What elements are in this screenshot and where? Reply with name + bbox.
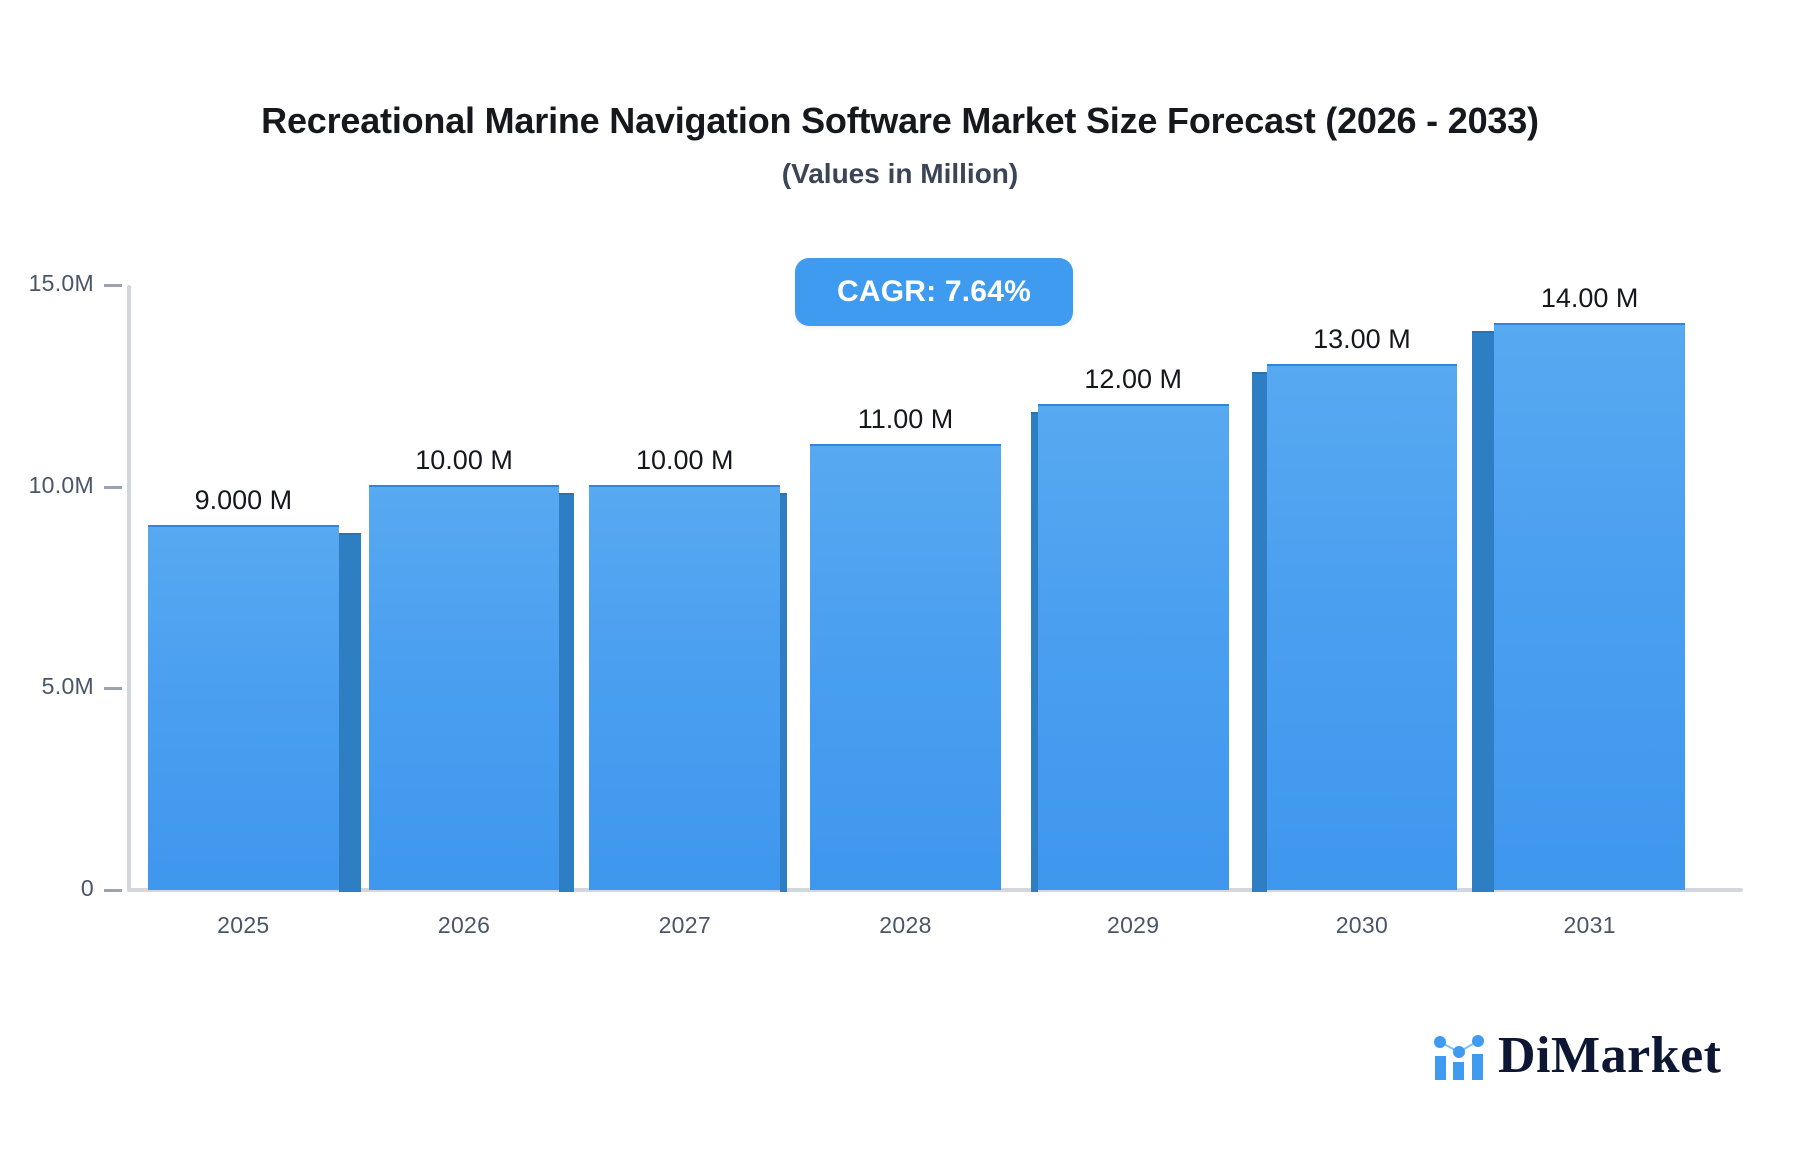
bar-value-label: 11.00 M: [857, 404, 954, 435]
cagr-badge-label: CAGR: 7.64%: [837, 275, 1031, 308]
y-axis-tick-label: 15.0M: [28, 270, 94, 296]
y-axis-line: [127, 285, 131, 892]
x-axis-tick-label: 2026: [437, 912, 491, 938]
bar[interactable]: [1472, 323, 1685, 892]
x-axis-tick-label: 2027: [658, 912, 711, 938]
x-axis-tick-label: 2028: [879, 912, 932, 938]
bar-chart-logo-icon: [1434, 1035, 1484, 1080]
x-axis-tick-label: 2029: [1107, 912, 1160, 938]
bar-value-label: 12.00 M: [1084, 364, 1182, 394]
x-axis-line: [127, 888, 1743, 892]
y-axis-tick-label: 5.0M: [41, 673, 94, 700]
bar[interactable]: [589, 484, 788, 892]
y-axis-tick-mark: [104, 687, 122, 691]
bar-face[interactable]: [1266, 363, 1458, 890]
bar-face[interactable]: [589, 484, 781, 890]
bar-value-label: 14.00 M: [1540, 283, 1639, 314]
brand-logo-text: DiMarket: [1498, 1027, 1722, 1084]
bar-value-label: 10.00 M: [635, 444, 734, 475]
bar-face[interactable]: [810, 444, 1001, 890]
bar-side-face: [1251, 371, 1267, 892]
y-axis-tick-label: 10.0M: [28, 471, 94, 498]
bar-value-label: 9.000 M: [194, 485, 293, 515]
bar[interactable]: [148, 525, 361, 892]
bar-face[interactable]: [1037, 404, 1229, 890]
y-axis-tick-mark: [104, 889, 122, 892]
chart-subtitle: (Values in Million): [781, 158, 1019, 189]
bar-face[interactable]: [368, 484, 560, 890]
cagr-badge: CAGR: 7.64%: [795, 258, 1073, 326]
chart-title: Recreational Marine Navigation Software …: [261, 100, 1539, 141]
x-axis-tick-label: 2031: [1563, 912, 1616, 938]
bar-value-label: 10.00 M: [415, 444, 513, 475]
bar[interactable]: [810, 444, 1001, 890]
bar-side-face: [338, 533, 361, 892]
bar-face[interactable]: [1494, 323, 1685, 890]
x-axis-tick-label: 2030: [1335, 912, 1389, 938]
y-axis-tick-mark: [104, 485, 122, 489]
brand-logo: DiMarket: [1432, 1030, 1721, 1082]
bar[interactable]: [1030, 404, 1229, 892]
bar-side-face: [1472, 331, 1495, 892]
bar-side-face: [559, 492, 575, 892]
x-axis-tick-label: 2025: [217, 912, 270, 938]
y-axis-tick-mark: [104, 284, 122, 287]
bar-side-face: [1030, 412, 1038, 892]
bar-face[interactable]: [148, 525, 339, 890]
bar[interactable]: [368, 484, 575, 892]
bar-value-label: 13.00 M: [1313, 323, 1411, 354]
y-axis-tick-label: 0: [80, 875, 94, 901]
bar-side-face: [780, 492, 788, 892]
bar[interactable]: [1251, 363, 1458, 892]
